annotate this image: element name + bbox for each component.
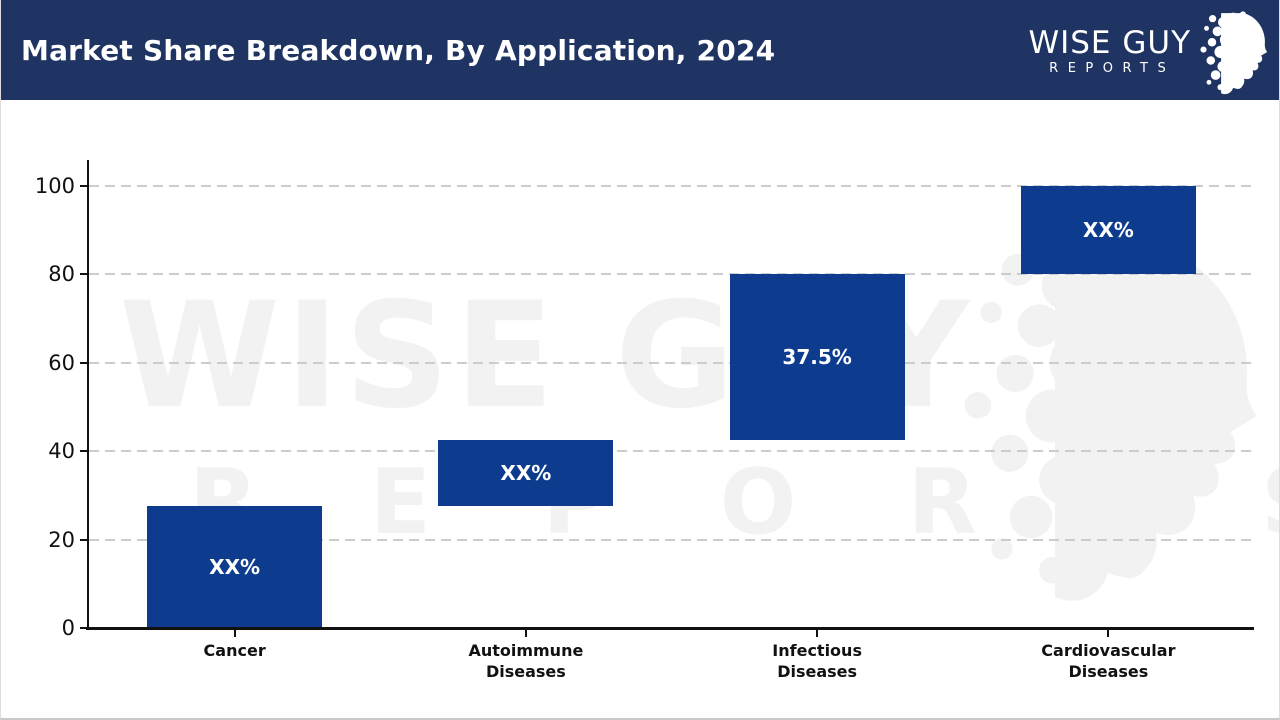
y-tick-label: 60 <box>48 350 75 375</box>
bar-cardiovascular-diseases: XX% <box>1020 185 1196 275</box>
x-tick-mark <box>233 628 236 637</box>
bar-infectious-diseases: 37.5% <box>729 274 905 441</box>
x-tick-mark <box>816 628 819 637</box>
y-axis-line <box>87 160 89 628</box>
gridline <box>89 273 1254 276</box>
x-category-label: Autoimmune Diseases <box>468 641 584 681</box>
brand-logo-subtitle: REPORTS <box>1049 60 1176 76</box>
y-tick-label: 40 <box>48 439 75 464</box>
y-tick-mark <box>80 361 89 364</box>
bar-value-label: XX% <box>1082 218 1134 243</box>
x-tick-mark <box>1107 628 1110 637</box>
x-category-label: Cancer <box>203 641 266 660</box>
brand-logo-text: WISE GUY REPORTS <box>1028 28 1191 76</box>
brand-logo-name: WISE GUY <box>1028 25 1191 62</box>
y-tick-mark <box>80 538 89 541</box>
bar-cancer: XX% <box>147 506 323 628</box>
y-tick-mark <box>80 627 89 629</box>
y-tick-label: 100 <box>34 173 75 198</box>
y-tick-label: 20 <box>48 527 75 552</box>
gridline <box>89 450 1254 453</box>
bar-value-label: 37.5% <box>782 345 852 370</box>
watermark-reports: R E P O R T S <box>189 450 1280 555</box>
y-tick-mark <box>80 184 89 187</box>
gridline <box>89 184 1254 187</box>
x-tick-mark <box>524 628 527 637</box>
bar-autoimmune-diseases: XX% <box>438 440 614 507</box>
page-title: Market Share Breakdown, By Application, … <box>21 33 776 67</box>
brand-logo: WISE GUY REPORTS <box>1028 6 1269 98</box>
gridline <box>89 361 1254 364</box>
bar-value-label: XX% <box>209 555 261 580</box>
x-category-label: Infectious Diseases <box>772 641 862 681</box>
header: Market Share Breakdown, By Application, … <box>1 0 1279 100</box>
gridline <box>89 538 1254 541</box>
y-tick-label: 80 <box>48 262 75 287</box>
y-tick-mark <box>80 450 89 453</box>
x-category-label: Cardiovascular Diseases <box>1041 641 1176 681</box>
bar-value-label: XX% <box>500 461 552 486</box>
y-tick-mark <box>80 273 89 276</box>
y-tick-label: 0 <box>61 616 75 640</box>
x-axis-line <box>86 627 1254 630</box>
